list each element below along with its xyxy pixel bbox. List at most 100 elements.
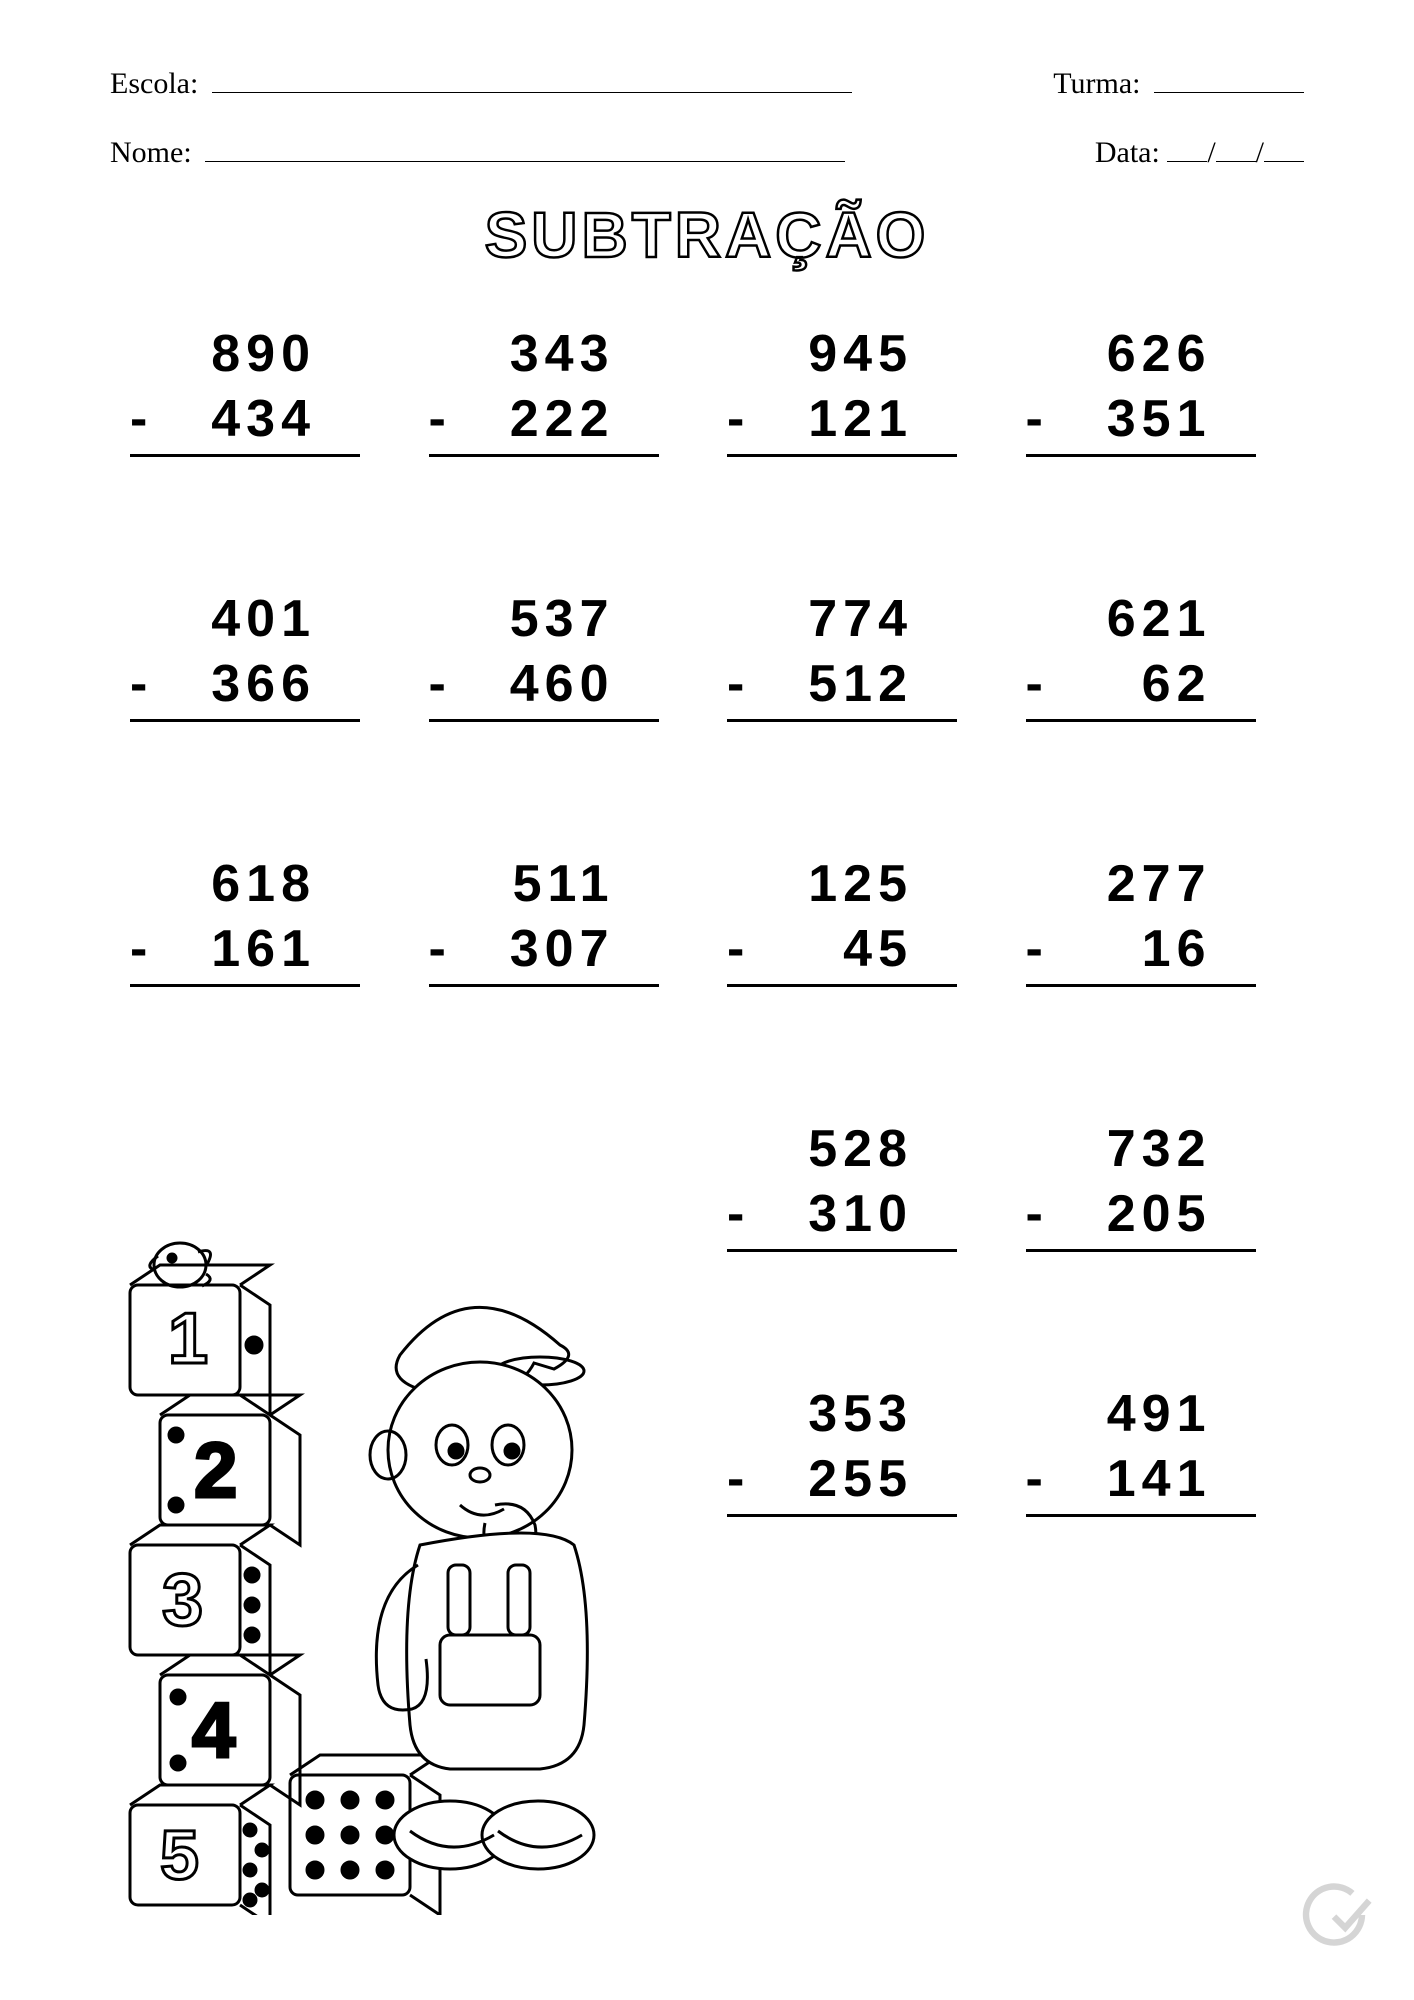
watermark-icon (1294, 1875, 1374, 1960)
answer-line[interactable] (1026, 719, 1256, 722)
subtrahend: 434 (176, 387, 316, 452)
subtrahend: 62 (1072, 652, 1212, 717)
minuend: 945 (773, 322, 913, 387)
operator: - (1026, 917, 1072, 982)
minuend: 774 (773, 587, 913, 652)
answer-line[interactable] (130, 984, 360, 987)
operator: - (727, 917, 773, 982)
svg-text:5: 5 (160, 1816, 199, 1894)
minuend: 343 (475, 322, 615, 387)
problem: 774-512 (727, 587, 986, 722)
page-title: SUBTRAÇÃO (110, 198, 1304, 272)
answer-line[interactable] (1026, 984, 1256, 987)
date-month[interactable] (1216, 129, 1256, 162)
date-sep-2: / (1256, 136, 1264, 169)
answer-line[interactable] (727, 1249, 957, 1252)
subtrahend: 310 (773, 1182, 913, 1247)
operator: - (429, 917, 475, 982)
subtrahend: 460 (475, 652, 615, 717)
svg-text:4: 4 (192, 1686, 235, 1774)
answer-line[interactable] (130, 719, 360, 722)
problem: 125-45 (727, 852, 986, 987)
svg-text:3: 3 (162, 1558, 203, 1641)
operator: - (1026, 387, 1072, 452)
turma-label: Turma: (1053, 67, 1140, 100)
subtrahend: 307 (475, 917, 615, 982)
escola-blank[interactable] (212, 60, 852, 93)
answer-line[interactable] (1026, 1514, 1256, 1517)
problem: 511-307 (429, 852, 688, 987)
problem: 537-460 (429, 587, 688, 722)
escola-field: Escola: (110, 60, 852, 101)
answer-line[interactable] (727, 454, 957, 457)
date-day[interactable] (1167, 129, 1207, 162)
subtrahend: 205 (1072, 1182, 1212, 1247)
minuend: 626 (1072, 322, 1212, 387)
problem: 401-366 (130, 587, 389, 722)
answer-line[interactable] (130, 454, 360, 457)
minuend: 537 (475, 587, 615, 652)
answer-line[interactable] (727, 1514, 957, 1517)
nome-blank[interactable] (205, 129, 845, 162)
subtrahend: 512 (773, 652, 913, 717)
turma-field: Turma: (1053, 60, 1304, 101)
nome-field: Nome: (110, 129, 845, 170)
answer-line[interactable] (727, 984, 957, 987)
subtrahend: 45 (773, 917, 913, 982)
problem: 528-310 (727, 1117, 986, 1252)
answer-line[interactable] (429, 984, 659, 987)
operator: - (727, 387, 773, 452)
date-year[interactable] (1264, 129, 1304, 162)
operator: - (130, 652, 176, 717)
problem: 732-205 (1026, 1117, 1285, 1252)
operator: - (1026, 1182, 1072, 1247)
svg-text:2: 2 (194, 1426, 237, 1514)
subtrahend: 141 (1072, 1447, 1212, 1512)
answer-line[interactable] (727, 719, 957, 722)
operator: - (727, 652, 773, 717)
operator: - (727, 1447, 773, 1512)
problem: 277-16 (1026, 852, 1285, 987)
operator: - (1026, 1447, 1072, 1512)
problem: 353-255 (727, 1382, 986, 1517)
operator: - (130, 917, 176, 982)
minuend: 353 (773, 1382, 913, 1447)
subtrahend: 161 (176, 917, 316, 982)
operator: - (1026, 652, 1072, 717)
header-row-1: Escola: Turma: (110, 60, 1304, 101)
illustration: ♪ 1 2 (110, 1215, 630, 1915)
minuend: 732 (1072, 1117, 1212, 1182)
data-field: Data: // (1095, 129, 1304, 170)
answer-line[interactable] (1026, 1249, 1256, 1252)
header-row-2: Nome: Data: // (110, 129, 1304, 170)
minuend: 277 (1072, 852, 1212, 917)
escola-label: Escola: (110, 67, 198, 100)
turma-blank[interactable] (1154, 60, 1304, 93)
minuend: 528 (773, 1117, 913, 1182)
nome-label: Nome: (110, 136, 192, 169)
operator: - (429, 652, 475, 717)
problem: 618-161 (130, 852, 389, 987)
answer-line[interactable] (1026, 454, 1256, 457)
svg-text:1: 1 (168, 1299, 208, 1379)
problem: 621-62 (1026, 587, 1285, 722)
title-text: SUBTRAÇÃO (485, 199, 930, 271)
subtrahend: 121 (773, 387, 913, 452)
minuend: 890 (176, 322, 316, 387)
minuend: 401 (176, 587, 316, 652)
operator: - (130, 387, 176, 452)
problem: 945-121 (727, 322, 986, 457)
problem: 491-141 (1026, 1382, 1285, 1517)
subtrahend: 222 (475, 387, 615, 452)
minuend: 511 (475, 852, 615, 917)
subtrahend: 351 (1072, 387, 1212, 452)
subtrahend: 16 (1072, 917, 1212, 982)
boy-figure (370, 1307, 594, 1869)
data-label: Data: (1095, 136, 1160, 169)
answer-line[interactable] (429, 454, 659, 457)
subtrahend: 366 (176, 652, 316, 717)
minuend: 618 (176, 852, 316, 917)
worksheet-page: Escola: Turma: Nome: Data: // SUBTRAÇÃO … (0, 0, 1414, 2000)
answer-line[interactable] (429, 719, 659, 722)
problem: 343-222 (429, 322, 688, 457)
